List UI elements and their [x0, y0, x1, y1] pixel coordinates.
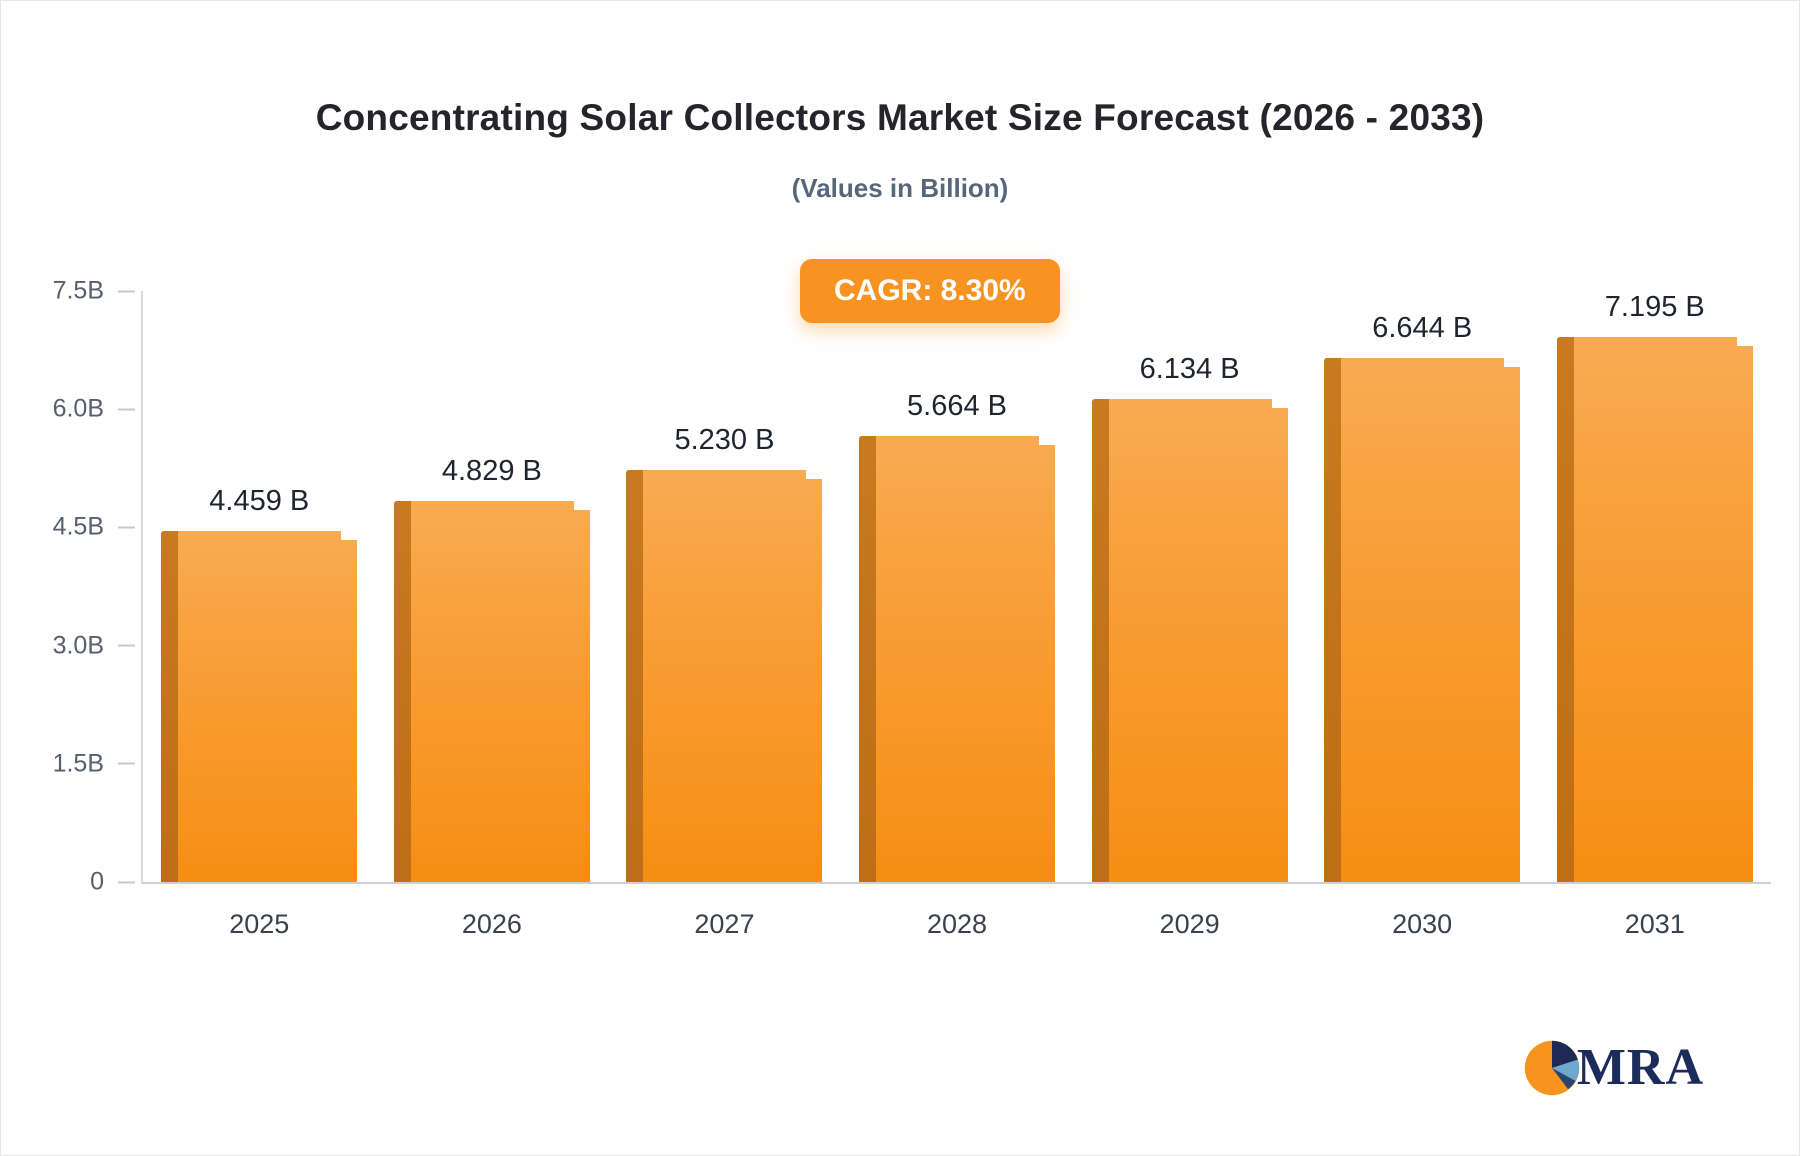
bar-value-label: 6.134 B [1139, 352, 1240, 385]
bar [1091, 398, 1288, 883]
x-axis-label: 2028 [926, 909, 988, 939]
bars: 4.459 B 2025 4.829 B 2026 5.230 B 2027 5.664 B… [143, 291, 1771, 939]
bar [626, 469, 823, 883]
bar-group: 7.195 B 2031 [1538, 291, 1771, 939]
logo-text: MRA [1576, 1039, 1704, 1096]
y-tick-mark [118, 290, 135, 292]
y-tick: 7.5B [53, 277, 135, 306]
y-tick-mark [118, 526, 135, 529]
y-tick-label: 6.0B [52, 394, 104, 423]
chart-title: Concentrating Solar Collectors Market Si… [315, 97, 1485, 138]
bar-group: 4.459 B 2025 [143, 291, 376, 939]
y-tick-label: 1.5B [52, 749, 104, 778]
bar-value-label: 4.829 B [441, 455, 542, 488]
chart-subtitle: (Values in Billion) [791, 173, 1009, 203]
bar-value-label: 5.664 B [907, 389, 1008, 422]
x-axis-label: 2027 [694, 909, 755, 939]
bar-value-label: 6.644 B [1372, 312, 1473, 345]
x-axis-label: 2030 [1392, 909, 1453, 939]
bar [393, 501, 590, 882]
x-axis-label: 2026 [461, 909, 522, 939]
plot-area: 0 1.5B 3.0B 4.5B 6.0B 7.5B 4.459 B 2025 4.829 B… [53, 277, 1771, 939]
y-tick: 1.5B [53, 749, 135, 778]
bar-group: 5.664 B 2028 [841, 291, 1074, 939]
cagr-badge: CAGR: 8.30% [800, 259, 1060, 323]
bar-group: 4.829 B 2026 [376, 291, 609, 939]
y-axis: 0 1.5B 3.0B 4.5B 6.0B 7.5B [13, 277, 143, 896]
bar [1556, 337, 1753, 882]
brand-logo: MRA [1523, 1039, 1704, 1097]
bar [859, 435, 1056, 883]
x-axis-label: 2025 [229, 909, 290, 939]
y-tick-label: 0 [90, 867, 104, 896]
bar-value-label: 4.459 B [209, 484, 310, 517]
bar-group: 5.230 B 2027 [608, 291, 841, 939]
logo-pie-icon [1523, 1039, 1581, 1097]
bar-value-label: 7.195 B [1604, 291, 1705, 323]
y-tick-label: 4.5B [52, 512, 104, 541]
y-tick: 3.0B [53, 631, 135, 660]
y-tick-label: 7.5B [52, 276, 104, 305]
bar [1324, 358, 1521, 882]
y-tick-mark [118, 408, 135, 411]
bar-value-label: 5.230 B [674, 423, 775, 456]
y-tick: 4.5B [53, 513, 135, 542]
bar [161, 530, 358, 883]
y-tick-mark [118, 762, 135, 765]
x-axis-label: 2031 [1624, 909, 1685, 939]
y-tick: 0 [90, 868, 135, 897]
bar-group: 6.134 B 2029 [1073, 291, 1306, 939]
y-tick-mark [118, 881, 135, 883]
y-tick-mark [118, 644, 135, 647]
x-axis-label: 2029 [1159, 909, 1220, 939]
y-tick: 6.0B [53, 395, 135, 424]
bar-group: 6.644 B 2030 [1306, 291, 1539, 939]
y-tick-label: 3.0B [52, 631, 104, 660]
